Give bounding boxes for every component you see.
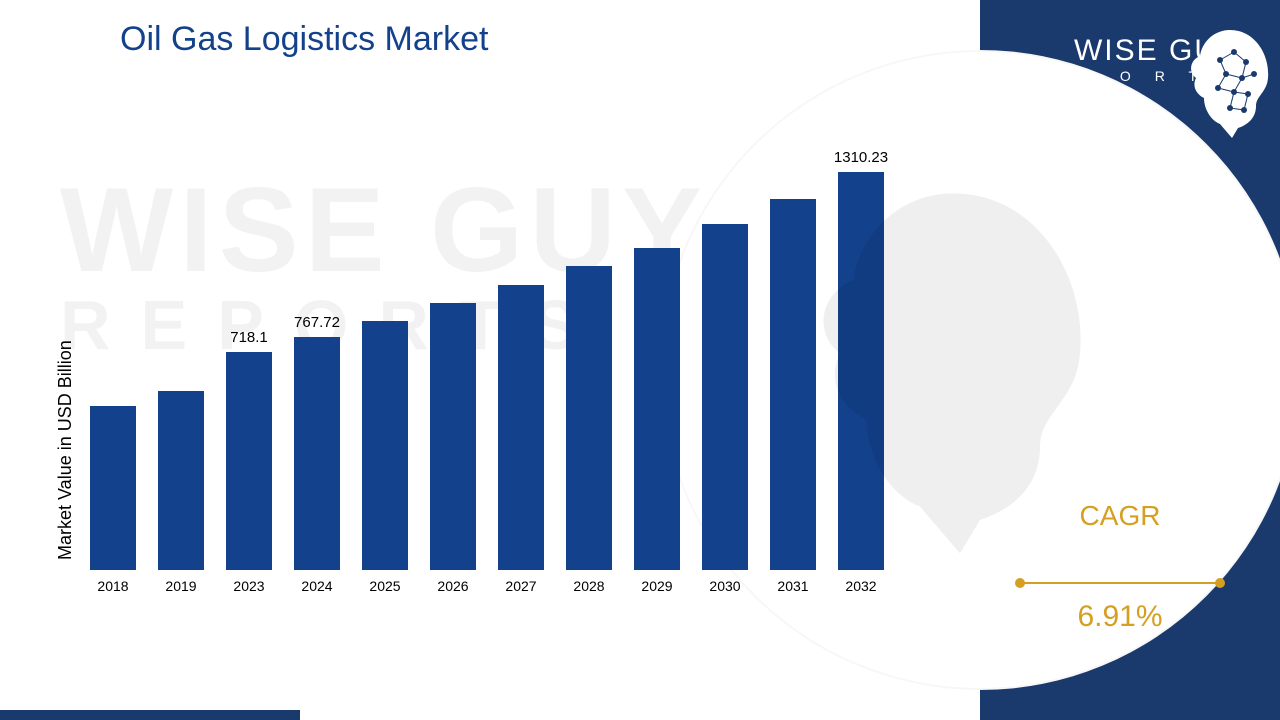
bar-value-label: 718.1 (230, 329, 268, 346)
x-axis-category: 2027 (505, 578, 536, 594)
brand-head-icon (1160, 20, 1280, 140)
cagr-title: CAGR (1000, 500, 1240, 532)
x-axis-category: 2028 (573, 578, 604, 594)
cagr-divider (1020, 582, 1220, 584)
x-axis-category: 2032 (845, 578, 876, 594)
bar (294, 337, 340, 570)
bar (430, 303, 476, 570)
cagr-divider-dot-right (1215, 578, 1225, 588)
x-axis-category: 2024 (301, 578, 332, 594)
x-axis-category: 2029 (641, 578, 672, 594)
bar (498, 285, 544, 570)
bar-value-label: 767.72 (294, 314, 340, 331)
bar (362, 321, 408, 570)
chart-title: Oil Gas Logistics Market (120, 20, 488, 59)
bar (90, 406, 136, 570)
x-axis-category: 2026 (437, 578, 468, 594)
stage: WISE GUY REPORTS Oil Gas Logistics Marke… (0, 0, 1280, 720)
x-axis-category: 2031 (777, 578, 808, 594)
x-axis-category: 2023 (233, 578, 264, 594)
x-axis-category: 2019 (165, 578, 196, 594)
bar (566, 266, 612, 570)
x-axis-category: 2018 (97, 578, 128, 594)
cagr-divider-dot-left (1015, 578, 1025, 588)
bar (158, 391, 204, 570)
bottom-accent-strip (0, 710, 300, 720)
cagr-subtitle: (2019-2032) (1000, 536, 1240, 562)
x-axis-category: 2025 (369, 578, 400, 594)
x-axis-category: 2030 (709, 578, 740, 594)
bar (226, 352, 272, 570)
bar (634, 248, 680, 570)
cagr-value: 6.91% (1000, 600, 1240, 634)
y-axis-label: Market Value in USD Billion (55, 340, 76, 560)
